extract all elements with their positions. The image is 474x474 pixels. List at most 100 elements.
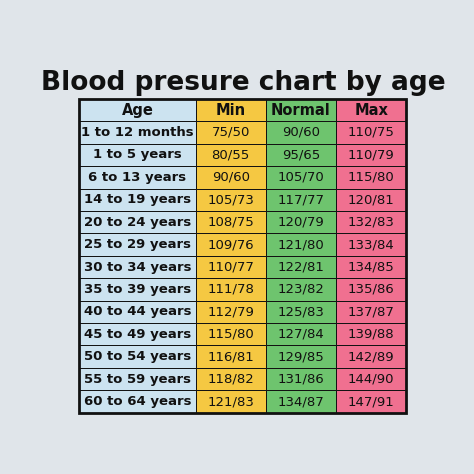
Text: Max: Max <box>354 102 388 118</box>
Text: 142/89: 142/89 <box>348 350 394 363</box>
Bar <box>80 323 195 346</box>
Bar <box>195 278 266 301</box>
Text: 132/83: 132/83 <box>348 216 395 228</box>
Bar <box>195 346 266 368</box>
Text: 131/86: 131/86 <box>278 373 324 386</box>
Text: 25 to 29 years: 25 to 29 years <box>84 238 191 251</box>
Bar <box>266 189 336 211</box>
Text: 111/78: 111/78 <box>207 283 254 296</box>
Text: Normal: Normal <box>271 102 331 118</box>
Bar <box>266 323 336 346</box>
Bar <box>80 144 195 166</box>
Bar <box>336 121 406 144</box>
Text: 144/90: 144/90 <box>348 373 394 386</box>
Bar <box>336 99 406 121</box>
Text: 55 to 59 years: 55 to 59 years <box>84 373 191 386</box>
Text: 75/50: 75/50 <box>211 126 250 139</box>
Text: 6 to 13 years: 6 to 13 years <box>89 171 187 184</box>
Text: Age: Age <box>121 102 154 118</box>
Bar <box>195 166 266 189</box>
Text: 127/84: 127/84 <box>278 328 324 341</box>
Bar <box>80 278 195 301</box>
Text: 90/60: 90/60 <box>212 171 250 184</box>
Text: 108/75: 108/75 <box>207 216 254 228</box>
Bar <box>336 278 406 301</box>
Bar <box>195 390 266 413</box>
Bar <box>195 233 266 256</box>
Bar <box>195 368 266 390</box>
Text: 105/73: 105/73 <box>207 193 254 206</box>
Text: 123/82: 123/82 <box>277 283 324 296</box>
Bar <box>336 301 406 323</box>
Text: 120/79: 120/79 <box>278 216 324 228</box>
Bar <box>195 301 266 323</box>
Text: 30 to 34 years: 30 to 34 years <box>84 261 191 273</box>
Bar <box>195 323 266 346</box>
Text: 109/76: 109/76 <box>207 238 254 251</box>
Text: 147/91: 147/91 <box>348 395 395 408</box>
Text: 135/86: 135/86 <box>348 283 395 296</box>
Text: Blood presure chart by age: Blood presure chart by age <box>41 70 445 96</box>
Text: 20 to 24 years: 20 to 24 years <box>84 216 191 228</box>
Bar <box>80 99 406 413</box>
Bar <box>266 144 336 166</box>
Bar <box>80 166 195 189</box>
Text: 95/65: 95/65 <box>282 148 320 162</box>
Bar <box>336 256 406 278</box>
Bar <box>336 166 406 189</box>
Bar <box>266 390 336 413</box>
Text: 112/79: 112/79 <box>207 305 254 319</box>
Text: 90/60: 90/60 <box>282 126 320 139</box>
Text: 134/87: 134/87 <box>278 395 324 408</box>
Text: 133/84: 133/84 <box>348 238 395 251</box>
Bar <box>336 189 406 211</box>
Bar <box>266 233 336 256</box>
Text: 45 to 49 years: 45 to 49 years <box>84 328 191 341</box>
Bar <box>80 390 195 413</box>
Bar <box>80 121 195 144</box>
Text: 115/80: 115/80 <box>348 171 395 184</box>
Bar <box>266 278 336 301</box>
Bar <box>80 368 195 390</box>
Bar <box>80 256 195 278</box>
Bar <box>266 166 336 189</box>
Bar <box>266 256 336 278</box>
Text: 105/70: 105/70 <box>278 171 324 184</box>
Bar <box>195 144 266 166</box>
Bar <box>336 390 406 413</box>
Bar <box>266 301 336 323</box>
Text: 35 to 39 years: 35 to 39 years <box>84 283 191 296</box>
Text: 121/80: 121/80 <box>278 238 324 251</box>
Bar <box>80 189 195 211</box>
Bar <box>336 233 406 256</box>
Text: 110/75: 110/75 <box>348 126 395 139</box>
Text: 117/77: 117/77 <box>277 193 325 206</box>
Bar <box>336 144 406 166</box>
Bar <box>266 121 336 144</box>
Text: 1 to 12 months: 1 to 12 months <box>81 126 194 139</box>
Text: 1 to 5 years: 1 to 5 years <box>93 148 182 162</box>
Text: 40 to 44 years: 40 to 44 years <box>84 305 191 319</box>
Text: 134/85: 134/85 <box>348 261 395 273</box>
Bar <box>80 211 195 233</box>
Bar <box>195 99 266 121</box>
Text: 121/83: 121/83 <box>207 395 254 408</box>
Bar <box>266 99 336 121</box>
Text: 14 to 19 years: 14 to 19 years <box>84 193 191 206</box>
Text: 110/77: 110/77 <box>207 261 254 273</box>
Bar <box>195 189 266 211</box>
Text: 116/81: 116/81 <box>207 350 254 363</box>
Bar <box>336 368 406 390</box>
Bar <box>80 301 195 323</box>
Text: 118/82: 118/82 <box>207 373 254 386</box>
Bar <box>195 256 266 278</box>
Text: 129/85: 129/85 <box>278 350 324 363</box>
Text: 50 to 54 years: 50 to 54 years <box>84 350 191 363</box>
Text: 125/83: 125/83 <box>277 305 324 319</box>
Bar <box>195 121 266 144</box>
Bar <box>336 323 406 346</box>
Text: Min: Min <box>216 102 246 118</box>
Bar <box>336 346 406 368</box>
Text: 80/55: 80/55 <box>211 148 250 162</box>
Text: 110/79: 110/79 <box>348 148 395 162</box>
